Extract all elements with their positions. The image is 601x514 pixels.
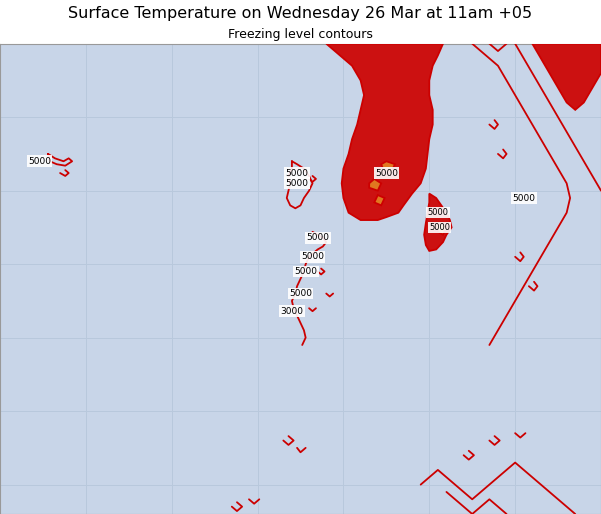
Text: 5000: 5000: [294, 267, 317, 276]
Text: 5000: 5000: [289, 289, 312, 298]
Text: 5000: 5000: [375, 169, 398, 177]
Polygon shape: [532, 44, 601, 110]
Polygon shape: [326, 44, 443, 220]
Polygon shape: [374, 195, 385, 206]
Polygon shape: [424, 194, 451, 251]
Text: 5000: 5000: [301, 252, 324, 261]
Text: 5000: 5000: [512, 193, 535, 203]
Text: 5000: 5000: [285, 179, 308, 188]
Text: 5000: 5000: [429, 223, 450, 232]
Text: 3000: 3000: [281, 307, 304, 316]
Text: Freezing level contours: Freezing level contours: [228, 28, 373, 41]
Text: 5000: 5000: [427, 208, 448, 217]
Text: Surface Temperature on Wednesday 26 Mar at 11am +05: Surface Temperature on Wednesday 26 Mar …: [69, 6, 532, 21]
Polygon shape: [436, 223, 447, 235]
Text: 5000: 5000: [28, 157, 51, 166]
Text: 5000: 5000: [285, 169, 308, 177]
Polygon shape: [369, 179, 381, 191]
Text: 5000: 5000: [306, 233, 329, 242]
Polygon shape: [381, 161, 395, 172]
